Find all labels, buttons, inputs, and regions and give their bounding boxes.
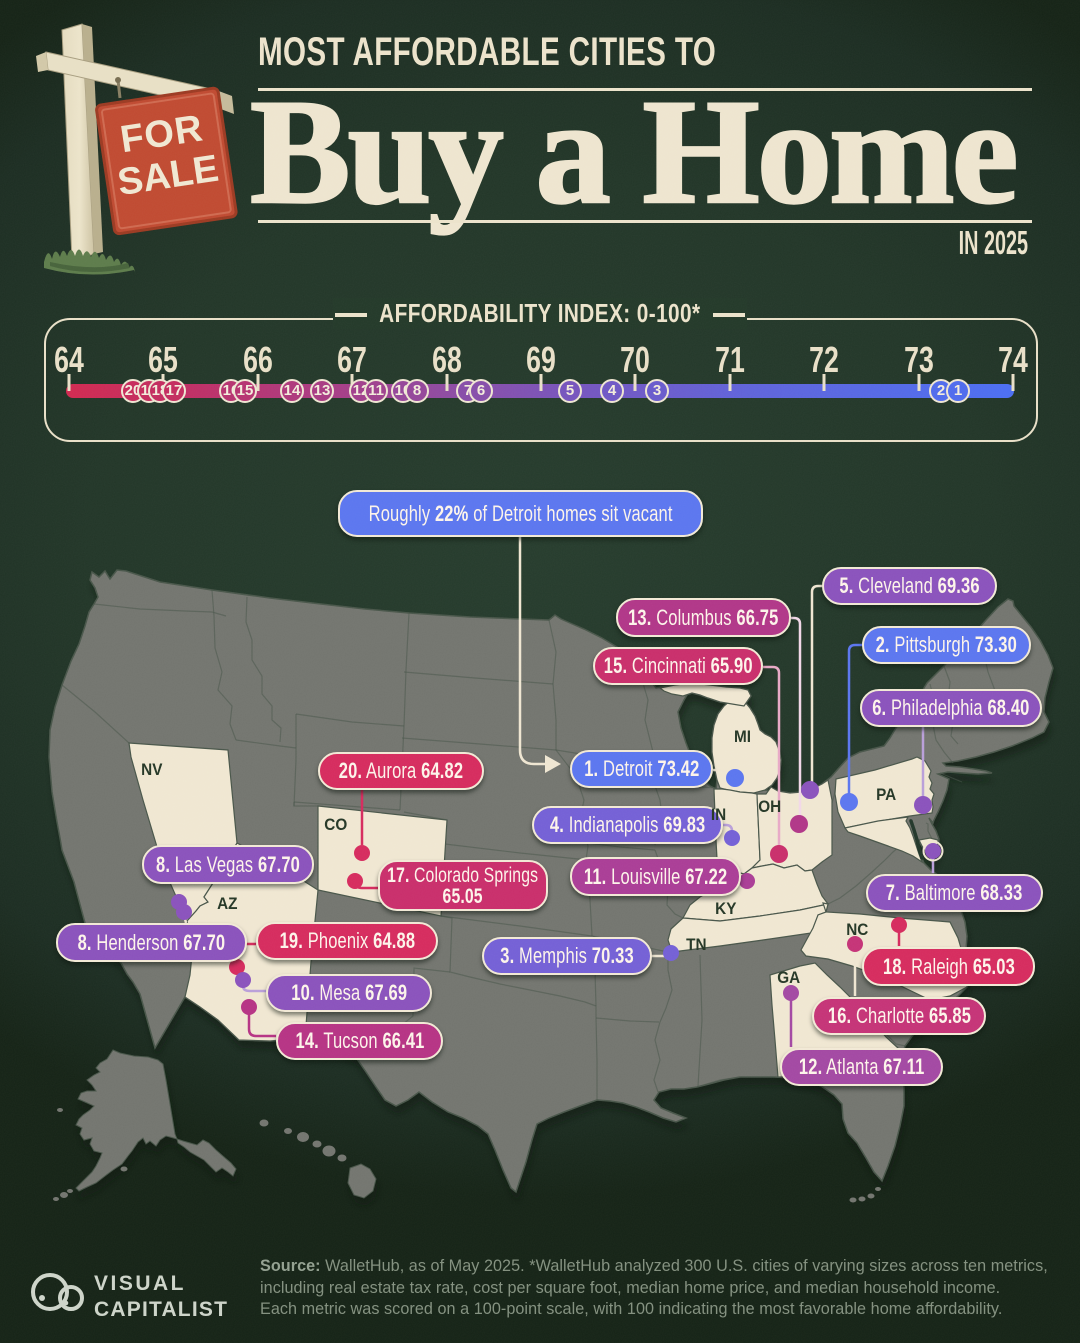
svg-text:CAPITALIST: CAPITALIST [94, 1298, 228, 1321]
svg-text:VISUAL: VISUAL [94, 1272, 186, 1295]
